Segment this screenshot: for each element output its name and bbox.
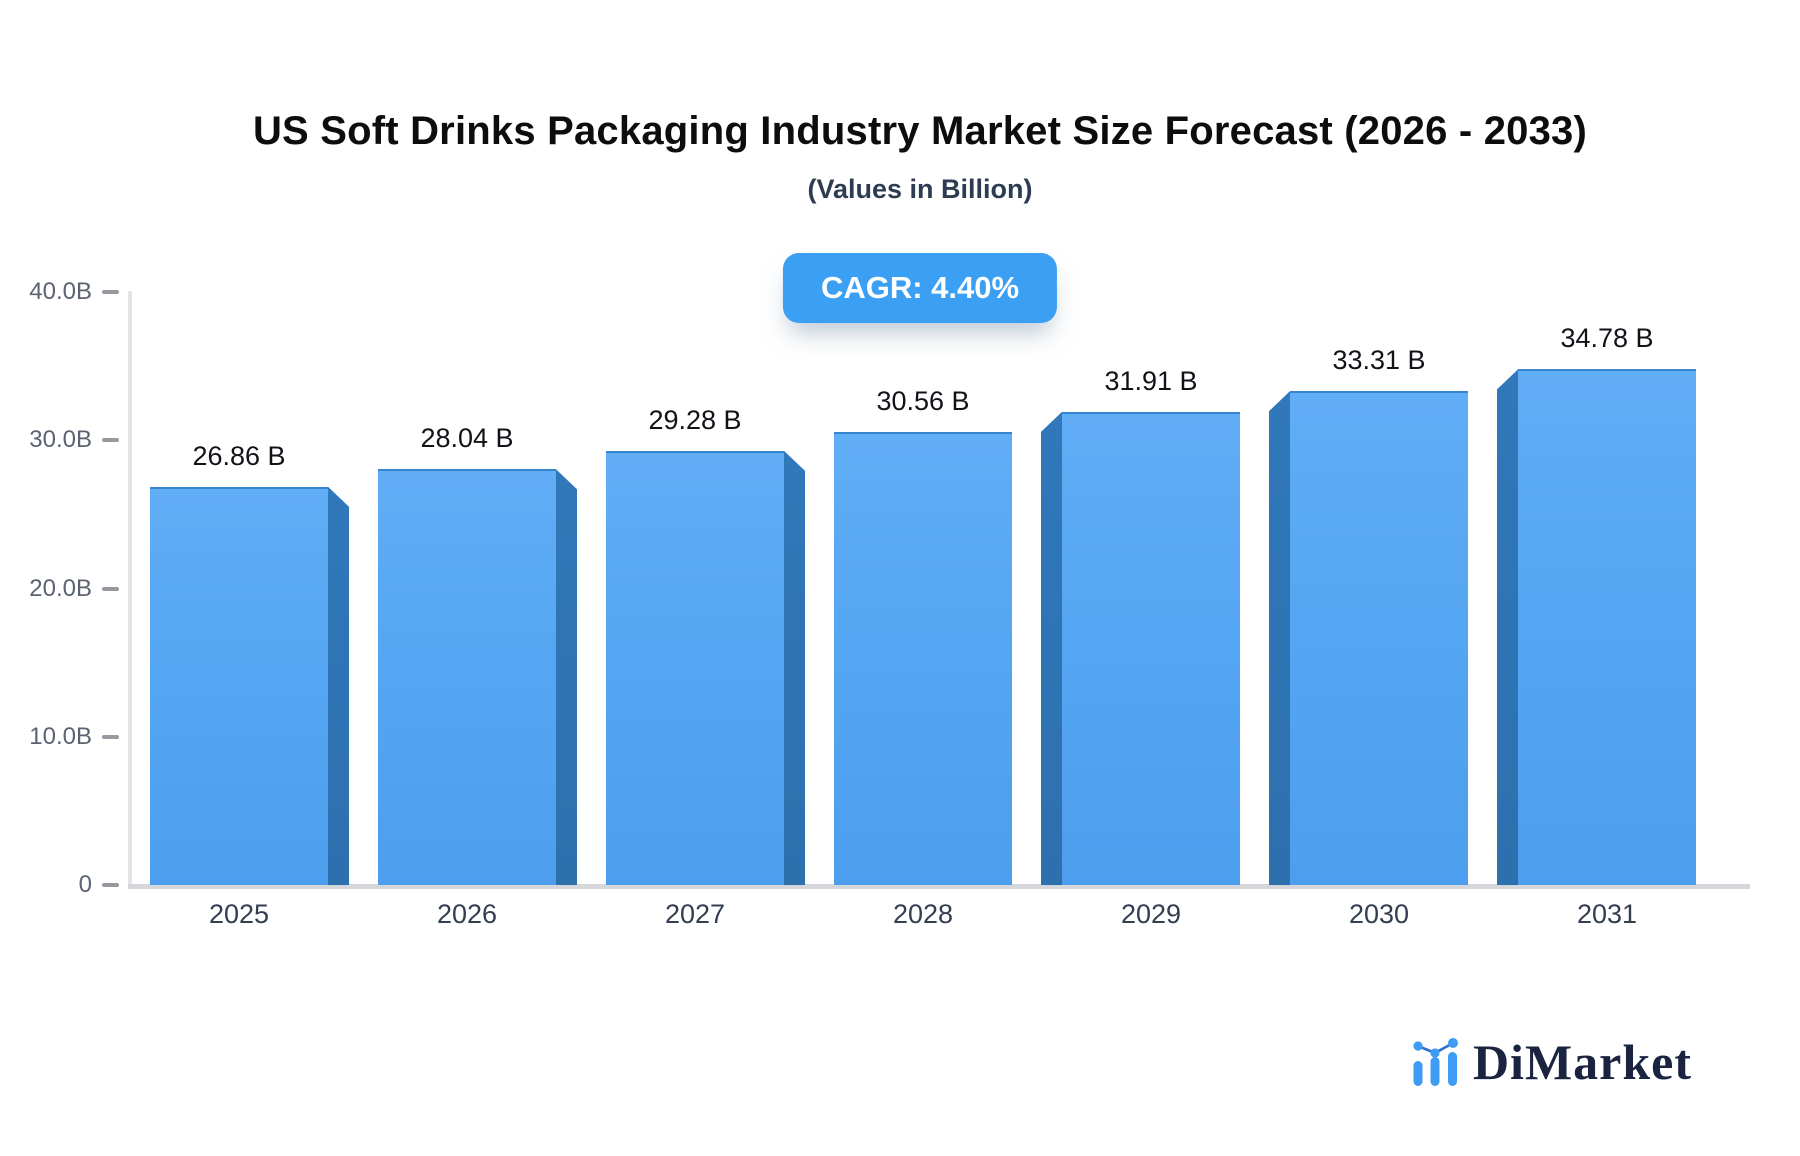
bar-value-label-2031: 34.78 B: [1560, 323, 1654, 354]
bar-value-label-2027: 29.28 B: [648, 404, 742, 435]
bar-2026[interactable]: [378, 469, 556, 885]
x-axis-baseline: [128, 884, 1750, 889]
y-axis-tick-mark: [102, 290, 119, 294]
bar-line-chart-logo-icon: [1411, 1036, 1461, 1088]
bar-side-face-2030: [1269, 391, 1290, 885]
y-axis-tick-label: 30.0B: [29, 426, 92, 454]
bar-side-face-2025: [328, 486, 349, 885]
bar-2030[interactable]: [1290, 391, 1468, 885]
bar-2028[interactable]: [834, 431, 1012, 885]
bar-side-face-2027: [784, 450, 805, 885]
y-axis-tick-mark: [102, 438, 119, 443]
logo-text: DiMarket: [1472, 1034, 1692, 1090]
bar-side-face-2026: [556, 469, 577, 885]
bar-2025[interactable]: [150, 486, 328, 885]
y-axis-tick-mark: [102, 883, 119, 887]
bar-value-label-2026: 28.04 B: [420, 423, 514, 454]
chart-subtitle: (Values in Billion): [807, 174, 1033, 204]
bar-2031[interactable]: [1518, 369, 1696, 885]
x-axis-label-2026: 2026: [436, 899, 498, 929]
dimarket-logo[interactable]: DiMarket: [1411, 1036, 1692, 1088]
y-axis-tick-label: 20.0B: [29, 574, 92, 602]
x-axis-label-2027: 2027: [664, 899, 726, 929]
x-axis-label-2031: 2031: [1576, 899, 1638, 929]
x-axis-label-2030: 2030: [1348, 899, 1410, 929]
y-axis-tick-mark: [102, 734, 119, 739]
cagr-badge: CAGR: 4.40%: [782, 253, 1058, 323]
y-axis-tick-label: 10.0B: [29, 722, 92, 750]
y-axis-tick-label: 40.0B: [29, 278, 92, 305]
y-axis-tick-mark: [102, 586, 119, 591]
bar-value-label-2030: 33.31 B: [1332, 345, 1426, 376]
x-axis-label-2025: 2025: [208, 899, 270, 929]
y-axis-tick-label: 0: [78, 871, 92, 898]
bar-value-label-2025: 26.86 B: [192, 440, 286, 471]
bar-side-face-2029: [1041, 411, 1062, 885]
y-axis-line: [128, 291, 132, 886]
bar-2029[interactable]: [1062, 411, 1240, 885]
bar-2027[interactable]: [606, 450, 784, 885]
bar-value-label-2029: 31.91 B: [1104, 365, 1198, 396]
chart-title: US Soft Drinks Packaging Industry Market…: [252, 109, 1588, 153]
x-axis-label-2029: 2029: [1120, 899, 1182, 929]
bar-value-label-2028: 30.56 B: [876, 385, 970, 416]
x-axis-label-2028: 2028: [892, 899, 954, 929]
bar-side-face-2031: [1497, 369, 1518, 885]
